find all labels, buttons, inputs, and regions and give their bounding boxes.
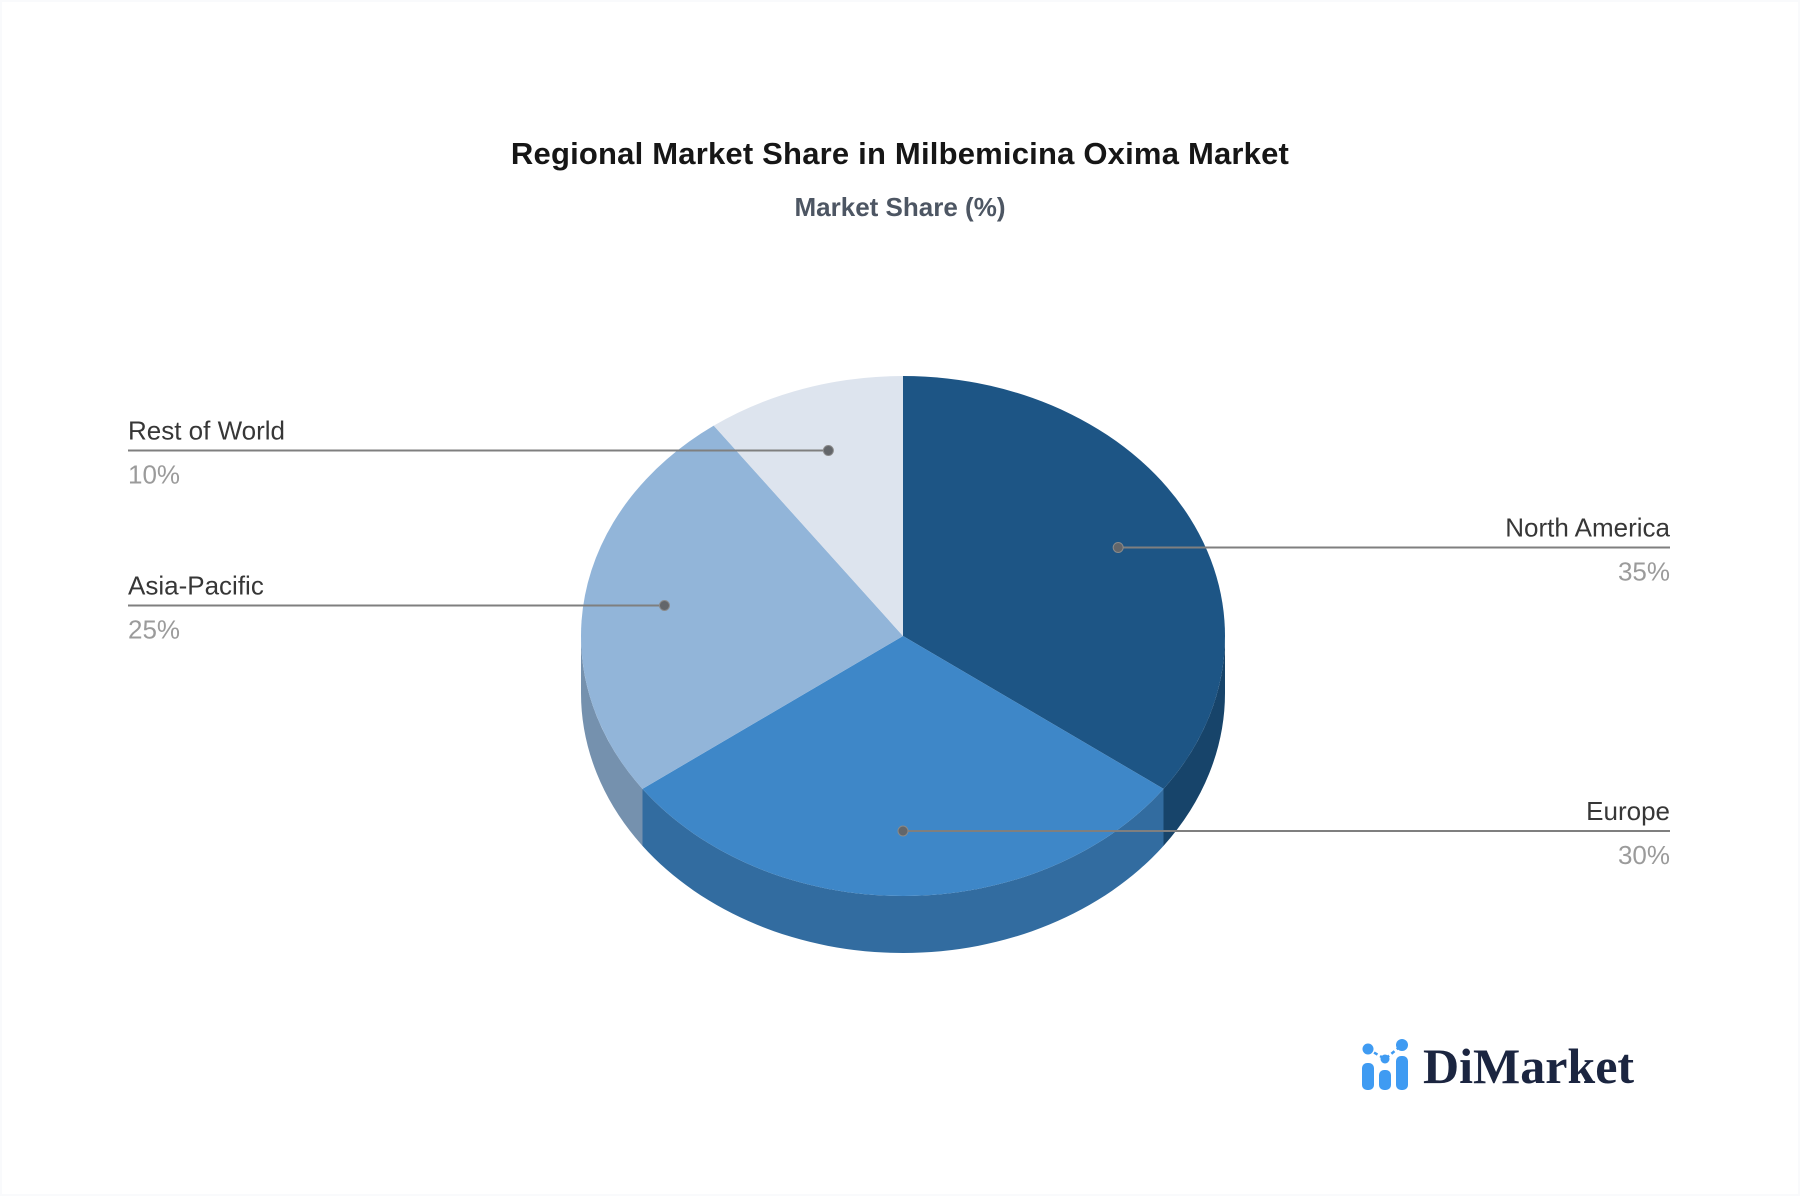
brand-bar-1 xyxy=(1362,1063,1374,1090)
brand-logo: DiMarket xyxy=(1356,1034,1634,1094)
callout-dot-north-america xyxy=(1112,541,1124,553)
callout-label-north-america: North America xyxy=(1505,512,1670,542)
callout-value-asia-pacific: 25% xyxy=(128,614,180,644)
chart-subtitle: Market Share (%) xyxy=(794,192,1006,222)
brand-bar-2 xyxy=(1379,1070,1391,1090)
callout-label-europe: Europe xyxy=(1586,796,1670,826)
callout-dot-rest-of-world xyxy=(822,445,834,457)
pie-slice-asia-pacific[interactable] xyxy=(581,425,903,789)
pie-slice-rest-of-world[interactable] xyxy=(713,376,903,636)
brand-dot-3 xyxy=(1396,1039,1408,1051)
brand-bar-3 xyxy=(1396,1056,1408,1090)
callout-dot-asia-pacific xyxy=(658,599,670,611)
pie-slice-side-europe xyxy=(642,788,1164,954)
callout-label-asia-pacific: Asia-Pacific xyxy=(128,570,264,600)
callout-dot-europe xyxy=(897,825,909,837)
callout-value-europe: 30% xyxy=(1618,840,1670,870)
pie-slice-side-north-america xyxy=(1163,636,1225,846)
pie-slice-side-asia-pacific xyxy=(581,636,643,846)
callout-value-rest-of-world: 10% xyxy=(128,460,180,490)
chart-title: Regional Market Share in Milbemicina Oxi… xyxy=(510,136,1290,171)
brand-dot-2 xyxy=(1380,1054,1390,1064)
bar-line-chart-icon xyxy=(1362,1039,1408,1090)
callout-label-rest-of-world: Rest of World xyxy=(128,416,285,446)
callout-value-north-america: 35% xyxy=(1618,556,1670,586)
brand-name: DiMarket xyxy=(1423,1038,1635,1094)
pie-slice-north-america[interactable] xyxy=(903,376,1225,789)
brand-dot-1 xyxy=(1362,1043,1374,1055)
